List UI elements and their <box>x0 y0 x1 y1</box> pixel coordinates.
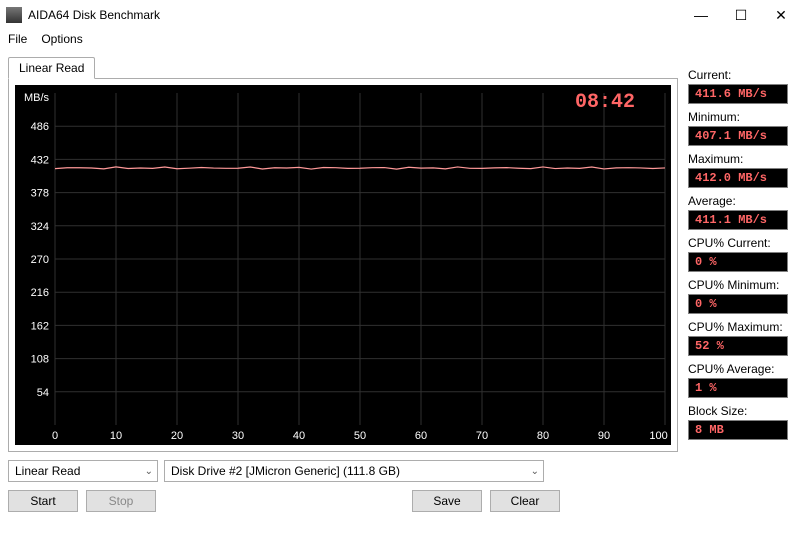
svg-text:324: 324 <box>31 221 49 233</box>
stat-label-cpu-maximum: CPU% Maximum: <box>688 320 797 334</box>
stat-label-cpu-current: CPU% Current: <box>688 236 797 250</box>
maximize-icon: ☐ <box>735 7 748 24</box>
chevron-down-icon: ⌄ <box>531 466 539 477</box>
svg-text:10: 10 <box>110 430 122 442</box>
svg-text:0: 0 <box>52 430 58 442</box>
svg-text:378: 378 <box>31 188 49 200</box>
benchmark-chart: 54 108 162 216 270 324 378 432 486 0 10 20 30 40 50 60 7… <box>15 85 671 445</box>
stat-value-cpu-current: 0 % <box>688 252 788 272</box>
svg-text:54: 54 <box>37 387 49 399</box>
minimize-button[interactable]: — <box>681 1 721 29</box>
stop-button[interactable]: Stop <box>86 490 156 512</box>
chevron-down-icon: ⌄ <box>145 466 153 477</box>
svg-text:70: 70 <box>476 430 488 442</box>
stat-label-block-size: Block Size: <box>688 404 797 418</box>
stat-value-cpu-minimum: 0 % <box>688 294 788 314</box>
start-button[interactable]: Start <box>8 490 78 512</box>
stat-value-cpu-average: 1 % <box>688 378 788 398</box>
svg-text:270: 270 <box>31 254 49 266</box>
window-title: AIDA64 Disk Benchmark <box>28 8 681 22</box>
stat-value-cpu-maximum: 52 % <box>688 336 788 356</box>
svg-text:20: 20 <box>171 430 183 442</box>
menubar: File Options <box>0 30 805 50</box>
save-button[interactable]: Save <box>412 490 482 512</box>
stat-value-maximum: 412.0 MB/s <box>688 168 788 188</box>
close-icon: ✕ <box>775 7 787 24</box>
close-button[interactable]: ✕ <box>761 1 801 29</box>
drive-select[interactable]: Disk Drive #2 [JMicron Generic] (111.8 G… <box>164 460 544 482</box>
stats-panel: Current: 411.6 MB/s Minimum: 407.1 MB/s … <box>688 56 797 512</box>
stat-value-minimum: 407.1 MB/s <box>688 126 788 146</box>
svg-text:60: 60 <box>415 430 427 442</box>
svg-text:486: 486 <box>31 121 49 133</box>
chart-panel: 54 108 162 216 270 324 378 432 486 0 10 20 30 40 50 60 7… <box>8 78 678 452</box>
tab-linear-read[interactable]: Linear Read <box>8 57 95 79</box>
svg-text:108: 108 <box>31 354 49 366</box>
svg-text:40: 40 <box>293 430 305 442</box>
svg-text:432: 432 <box>31 154 49 166</box>
svg-text:80: 80 <box>537 430 549 442</box>
svg-text:50: 50 <box>354 430 366 442</box>
maximize-button[interactable]: ☐ <box>721 1 761 29</box>
app-icon <box>6 7 22 23</box>
stat-label-cpu-average: CPU% Average: <box>688 362 797 376</box>
svg-text:90: 90 <box>598 430 610 442</box>
svg-text:162: 162 <box>31 320 49 332</box>
mode-select-value: Linear Read <box>15 464 80 478</box>
stat-value-average: 411.1 MB/s <box>688 210 788 230</box>
stat-label-minimum: Minimum: <box>688 110 797 124</box>
svg-text:100 %: 100 % <box>649 430 671 442</box>
svg-text:MB/s: MB/s <box>24 92 50 104</box>
mode-select[interactable]: Linear Read ⌄ <box>8 460 158 482</box>
stat-label-current: Current: <box>688 68 797 82</box>
svg-text:216: 216 <box>31 287 49 299</box>
svg-text:30: 30 <box>232 430 244 442</box>
titlebar: AIDA64 Disk Benchmark — ☐ ✕ <box>0 0 805 30</box>
stat-label-cpu-minimum: CPU% Minimum: <box>688 278 797 292</box>
stat-value-current: 411.6 MB/s <box>688 84 788 104</box>
tabbar: Linear Read <box>8 57 678 79</box>
menu-options[interactable]: Options <box>41 32 82 46</box>
menu-file[interactable]: File <box>8 32 27 46</box>
stat-label-average: Average: <box>688 194 797 208</box>
elapsed-time: 08:42 <box>575 91 635 114</box>
stat-label-maximum: Maximum: <box>688 152 797 166</box>
clear-button[interactable]: Clear <box>490 490 560 512</box>
minimize-icon: — <box>694 7 708 23</box>
stat-value-block-size: 8 MB <box>688 420 788 440</box>
drive-select-value: Disk Drive #2 [JMicron Generic] (111.8 G… <box>171 464 400 478</box>
